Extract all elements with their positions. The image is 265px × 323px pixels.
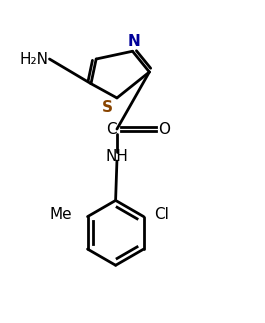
Text: H₂N: H₂N <box>19 52 48 67</box>
Text: Cl: Cl <box>154 206 169 222</box>
Text: O: O <box>158 121 170 137</box>
Text: S: S <box>102 100 113 115</box>
Text: N: N <box>127 34 140 49</box>
Text: C: C <box>107 121 117 137</box>
Text: Me: Me <box>49 206 72 222</box>
Text: NH: NH <box>105 149 128 164</box>
